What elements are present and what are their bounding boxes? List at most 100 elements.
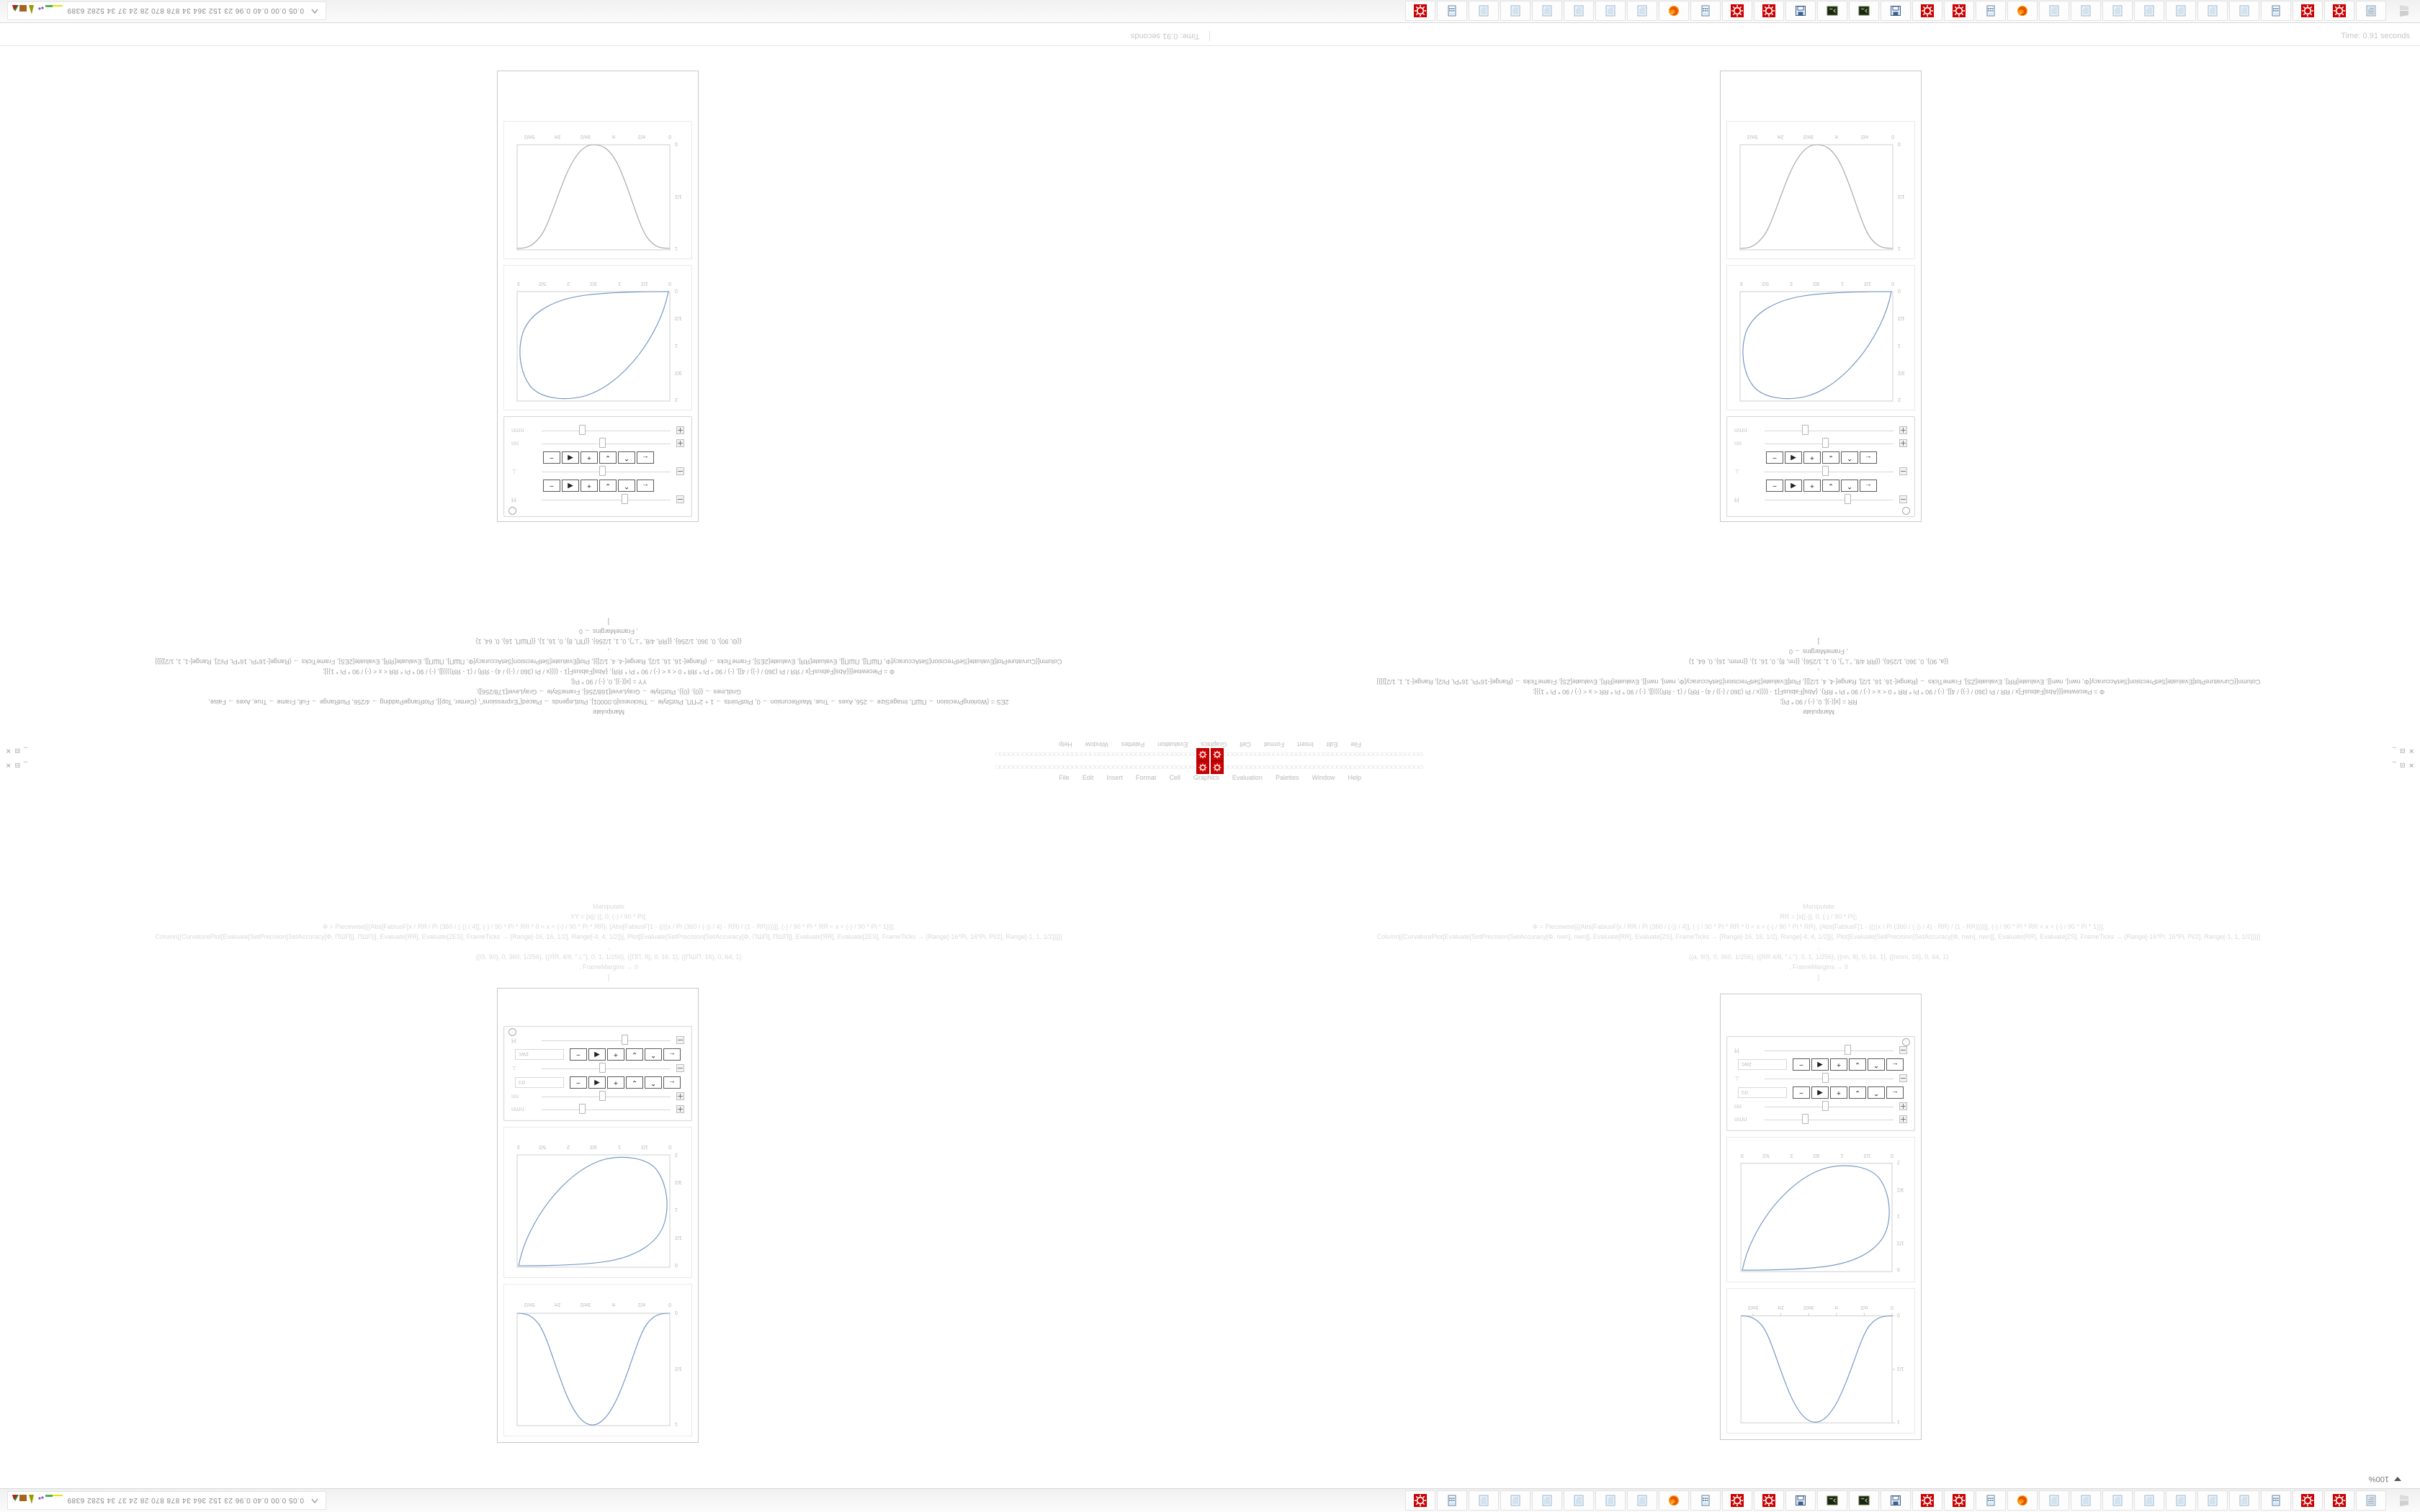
taskbar-item-notepad-1[interactable] xyxy=(2229,1,2259,21)
collapse-minus-icon[interactable] xyxy=(1899,495,1907,504)
menu-item-insert[interactable]: Insert xyxy=(1106,774,1123,781)
menu-item-graphics[interactable]: Graphics xyxy=(1201,741,1227,748)
mathematica-gear-icon[interactable] xyxy=(1196,748,1209,761)
menu-item-evaluation[interactable]: Evaluation xyxy=(1157,741,1188,748)
manipulate-panel-tl[interactable]: nmn nn ← ⌃ ⌄ + ◀ − σɔ xyxy=(1726,1036,1915,1131)
step-up-button[interactable]: ⌃ xyxy=(1868,1086,1885,1099)
collapse-minus-icon[interactable] xyxy=(1899,1046,1907,1055)
step-down-button[interactable]: ⌄ xyxy=(1849,1086,1866,1099)
notebook-toolbar-row-1[interactable]: ·□·□·□·□·□·□·□·□·□·□·□·□·□·□·□·□·□·□·□·□… xyxy=(0,761,2420,774)
slider-rr-br[interactable] xyxy=(542,466,671,476)
taskbar-item-mathematica-6[interactable] xyxy=(1722,1,1752,21)
menu-item-format[interactable]: Format xyxy=(1263,741,1285,748)
taskbar-item-terminal-2[interactable] xyxy=(1817,1,1847,21)
step-up-button[interactable]: ⌃ xyxy=(1868,1058,1885,1071)
window-controls-right-2[interactable]: _ ⊟ ✕ xyxy=(6,747,28,755)
menubar-mirrored[interactable]: File Edit Insert Format Cell Graphics Ev… xyxy=(1059,774,1361,781)
slider-nn-tr[interactable] xyxy=(542,1063,671,1073)
decrease-button[interactable]: − xyxy=(543,480,560,492)
slider-a[interactable] xyxy=(1765,1114,1894,1124)
taskbar-item-notepad-7[interactable] xyxy=(2039,1490,2069,1511)
taskbar-item-notepad-3[interactable] xyxy=(2166,1490,2196,1511)
mathematica-gear-icon[interactable] xyxy=(1211,748,1224,761)
play-button[interactable]: ◀ xyxy=(562,451,579,464)
taskbar-item-calculator-4[interactable] xyxy=(1437,1,1467,21)
slider-nmm-bl[interactable] xyxy=(1765,425,1894,435)
reset-button[interactable]: ← xyxy=(1886,1086,1904,1099)
menu-item-file[interactable]: File xyxy=(1350,741,1361,748)
taskbar-item-notepad-8[interactable] xyxy=(1627,1,1657,21)
decrease-button[interactable]: − xyxy=(570,1048,587,1061)
notebook-window-bottom-left[interactable]: Ħ ← ⌃ ⌄ + ◀ − ⊥ ← ⌃ ⌄ + ◀ xyxy=(1720,71,1922,522)
taskbar-item-notepad-3[interactable] xyxy=(2166,1,2196,21)
taskbar-item-mathematica-4[interactable] xyxy=(1912,1490,1942,1511)
taskbar-item-calculator-3[interactable] xyxy=(1690,1,1721,21)
taskbar-item-calculator-2[interactable] xyxy=(1976,1490,2006,1511)
reset-button[interactable]: ← xyxy=(1860,451,1877,464)
manipulate-panel-br[interactable]: Ħ ← ⌃ ⌄ + ◀ − ⊥ ← ⌃ ⌄ + ◀ xyxy=(503,416,692,517)
taskbar-item-calculator-3[interactable] xyxy=(1690,1490,1721,1511)
collapse-minus-icon[interactable] xyxy=(676,495,684,504)
plot-panel-fabius-br[interactable]: 0 π/2 π 3π/2 2π 5π/2 0 1/2 1 xyxy=(503,121,692,259)
system-tray-mirrored[interactable]: 0.05 0.00 0.40 0.96 23 152 364 34 878 87… xyxy=(0,1491,326,1510)
taskbar-item-mathematica-1[interactable] xyxy=(2324,1490,2354,1511)
taskbar-item-mathematica-1[interactable] xyxy=(2324,1,2354,21)
increase-button[interactable]: + xyxy=(607,1048,624,1061)
notebook-window-bottom-right[interactable]: Ħ ← ⌃ ⌄ + ◀ − ⊥ ← ⌃ ⌄ + ◀ xyxy=(497,71,699,522)
menu-item-insert[interactable]: Insert xyxy=(1297,741,1314,748)
taskbar-item-notepad[interactable] xyxy=(2356,1,2386,21)
taskbar-item-notepad-4[interactable] xyxy=(2134,1,2164,21)
taskbar-item-save[interactable] xyxy=(1881,1,1911,21)
taskbar-item-notepad-11[interactable] xyxy=(1532,1,1562,21)
decrease-button[interactable]: − xyxy=(1793,1086,1810,1099)
reset-button[interactable]: ← xyxy=(663,1048,681,1061)
taskbar-item-notepad-13[interactable] xyxy=(1469,1490,1499,1511)
animation-controls-2-bl[interactable]: ← ⌃ ⌄ + ◀ − xyxy=(1727,450,1914,465)
taskbar-item-mathematica-2[interactable] xyxy=(2293,1490,2323,1511)
taskbar-item-notepad-6[interactable] xyxy=(2071,1,2101,21)
slider-rr[interactable] xyxy=(1765,1101,1894,1111)
step-up-button[interactable]: ⌃ xyxy=(1841,480,1858,492)
menu-item-help[interactable]: Help xyxy=(1348,774,1361,781)
menu-item-evaluation[interactable]: Evaluation xyxy=(1232,774,1263,781)
start-button[interactable] xyxy=(2387,1491,2420,1510)
animation-controls-2-tr[interactable]: ← ⌃ ⌄ + ◀ − zwc xyxy=(504,1047,691,1062)
taskbar-item-terminal-2[interactable] xyxy=(1817,1490,1847,1511)
slider-row[interactable]: nn xyxy=(1727,1100,1914,1113)
play-button[interactable]: ◀ xyxy=(1785,480,1802,492)
notebook-window-top-right[interactable]: 0 π/2 π 3π/2 2π 5π/2 0 1/2 1 xyxy=(497,988,699,1443)
taskbar-item-notepad-9[interactable] xyxy=(1595,1490,1626,1511)
taskbar-mirrored[interactable]: 0.05 0.00 0.40 0.96 23 152 364 34 878 87… xyxy=(0,1488,2420,1512)
collapse-minus-icon[interactable] xyxy=(1899,1074,1907,1083)
taskbar-item-save[interactable] xyxy=(1881,1490,1911,1511)
chevron-down-icon[interactable] xyxy=(2394,1477,2401,1481)
plot-panel-fabius-bl[interactable]: 0 π/2 π 3π/2 2π 5π/2 0 1/2 1 xyxy=(1726,121,1915,259)
taskbar-item-mathematica-2[interactable] xyxy=(2293,1,2323,21)
step-down-button[interactable]: ⌄ xyxy=(599,480,617,492)
manipulate-settings-gear-icon[interactable] xyxy=(1902,507,1910,515)
taskbar-item-notepad-13[interactable] xyxy=(1469,1,1499,21)
expand-plus-icon[interactable] xyxy=(1899,426,1907,435)
taskbar-item-notepad-12[interactable] xyxy=(1500,1,1531,21)
increase-button[interactable]: + xyxy=(581,451,598,464)
step-down-button[interactable]: ⌄ xyxy=(1849,1058,1866,1071)
manipulate-panel-tr[interactable]: nmn nn ← ⌃ ⌄ + ◀ − σɔ ⊥ ← xyxy=(503,1026,692,1121)
slider-rr-tr[interactable] xyxy=(542,1091,671,1101)
decrease-button[interactable]: − xyxy=(1766,480,1783,492)
menu-item-window[interactable]: Window xyxy=(1312,774,1335,781)
animation-controls-1[interactable]: ← ⌃ ⌄ + ◀ − σɔ xyxy=(1727,1085,1914,1100)
window-controls-left-2[interactable]: ✕ ⊟ _ xyxy=(2392,747,2414,755)
taskbar-item-notepad-2[interactable] xyxy=(2197,1,2228,21)
slider-a-bl[interactable] xyxy=(1765,494,1894,504)
slider-nn[interactable] xyxy=(1765,1073,1894,1083)
value-field-2-tr[interactable]: zwc xyxy=(515,1049,564,1060)
taskbar-item-notepad-12[interactable] xyxy=(1500,1490,1531,1511)
taskbar-item-firefox[interactable] xyxy=(2007,1490,2038,1511)
mathematica-gear-icon[interactable] xyxy=(1196,761,1209,774)
play-button[interactable]: ◀ xyxy=(1811,1086,1829,1099)
zoom-indicator[interactable]: 100% xyxy=(2369,1475,2401,1483)
step-up-button[interactable]: ⌃ xyxy=(618,480,635,492)
step-down-button[interactable]: ⌄ xyxy=(1822,451,1839,464)
slider-theta[interactable] xyxy=(542,1104,671,1114)
animation-controls-2[interactable]: ← ⌃ ⌄ + ◀ − zwc xyxy=(1727,1057,1914,1072)
